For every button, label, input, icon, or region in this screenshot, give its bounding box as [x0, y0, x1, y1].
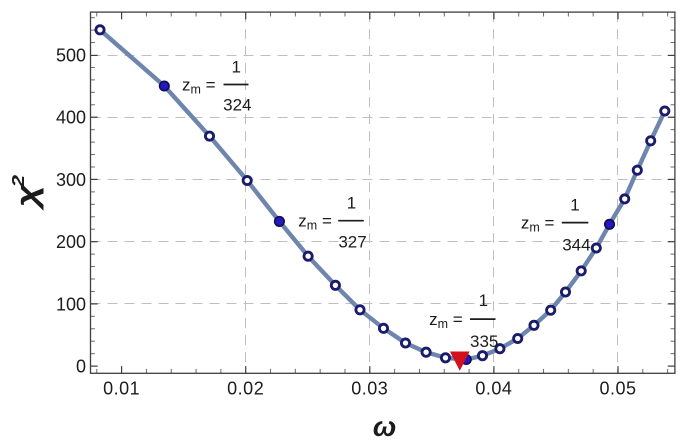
- svg-text:0.05: 0.05: [599, 379, 636, 399]
- svg-text:344: 344: [562, 235, 590, 254]
- svg-text:0.02: 0.02: [227, 379, 264, 399]
- svg-text:1: 1: [479, 291, 488, 310]
- svg-text:327: 327: [338, 232, 366, 251]
- svg-text:400: 400: [56, 108, 86, 128]
- svg-text:0.04: 0.04: [475, 379, 512, 399]
- svg-text:300: 300: [56, 170, 86, 190]
- svg-text:0.01: 0.01: [103, 379, 140, 399]
- svg-text:1: 1: [347, 194, 356, 213]
- svg-text:zm =: zm =: [298, 212, 332, 233]
- svg-text:zm =: zm =: [182, 76, 216, 97]
- svg-text:324: 324: [223, 95, 251, 114]
- svg-text:500: 500: [56, 45, 86, 65]
- svg-text:0: 0: [76, 357, 86, 377]
- svg-text:335: 335: [470, 332, 498, 351]
- svg-text:zm =: zm =: [429, 310, 463, 331]
- svg-text:0.03: 0.03: [351, 379, 388, 399]
- svg-text:1: 1: [231, 58, 240, 77]
- svg-text:100: 100: [56, 294, 86, 314]
- svg-text:200: 200: [56, 232, 86, 252]
- svg-text:ω: ω: [373, 411, 396, 442]
- svg-text:1: 1: [570, 196, 579, 215]
- svg-text:zm =: zm =: [521, 214, 555, 235]
